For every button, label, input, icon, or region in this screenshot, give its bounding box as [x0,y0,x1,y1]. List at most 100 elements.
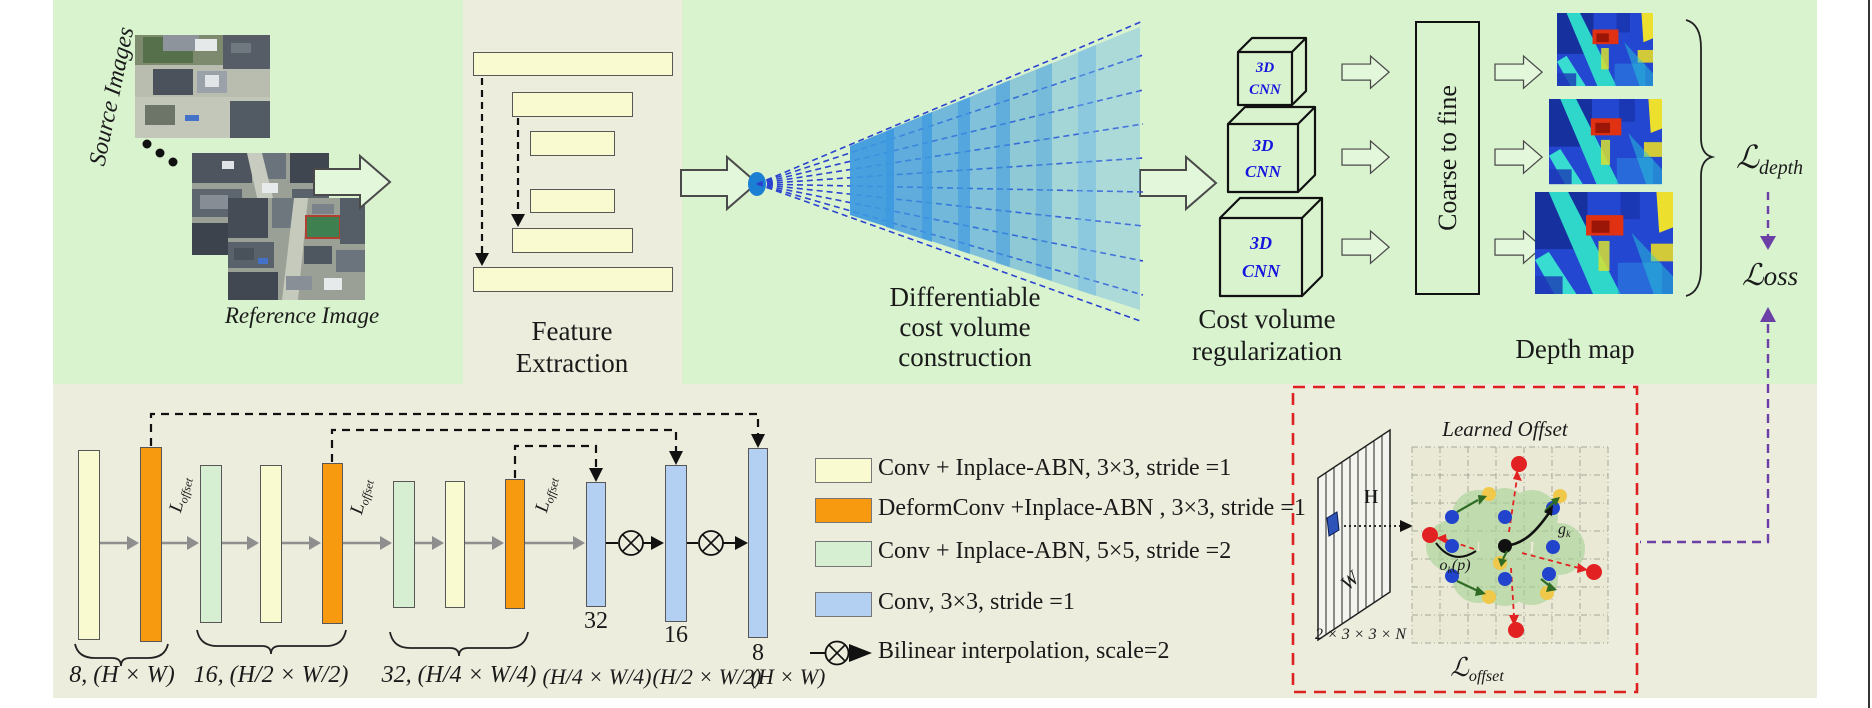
depth-map-2 [1549,99,1662,185]
legend-swatch-deformconv [815,498,872,523]
net-bar-out16 [665,465,687,622]
fe-bar-1 [473,52,673,76]
learned-offset-title: Learned Offset [1442,417,1568,441]
group2-dims-label: 16, (H/2 × W/2) [193,662,349,688]
feature-skip-arrows [480,78,520,253]
scale2-label: (H/2 × W/2) [652,664,762,689]
regularization-label-line2: regularization [1192,336,1342,366]
cnn-cube-3 [1218,196,1324,298]
group3-dims-label: 32, (H/4 × W/4) [381,662,537,688]
fe-bar-6 [473,267,673,292]
arrow-cnn1-to-ctf-icon [1341,55,1390,89]
arrow-features-to-costvolume-icon [680,156,758,210]
legend-swatch-conv-plain [815,592,872,617]
arrow-costvolume-to-regularization-icon [1139,156,1217,210]
coarse-to-fine-box: Coarse to fine [1415,21,1480,295]
far-offset-dots [1422,456,1602,638]
cnn2-label: 3D CNN [1228,133,1298,185]
cost-volume-label-line1: Differentiable [889,282,1041,312]
gk-vec-label: gk [1558,521,1570,540]
pixel-marker-icon [1326,511,1340,537]
arrow-ctf-to-map1-icon [1494,55,1543,89]
arrow-ctf-to-map2-icon [1494,140,1543,174]
net-bar-down1 [200,465,222,623]
fe-bar-2 [512,92,633,117]
cost-volume-frustum [748,20,1144,323]
depth-map-1 [1557,13,1653,86]
legend-swatch-conv3x3 [815,458,872,483]
arrow-cnn3-to-ctf-icon [1341,230,1390,264]
gk-sub: k [1566,528,1571,540]
coarse-to-fine-label: Coarse to fine [1432,85,1462,231]
loss-rest: oss [1763,261,1799,291]
legend-label-4: Conv, 3×3, stride =1 [878,589,1075,615]
net-bar-deform2 [322,463,343,624]
gk-vector [1504,512,1551,548]
h-dim-label: H [1364,486,1379,508]
ok-rest: (p) [1451,557,1471,574]
l-offset-big-sub: offset [1468,667,1504,685]
scale3-label: (H × W) [750,664,826,689]
l-offset-big-label: ℒoffset [1402,653,1552,686]
gk-main: g [1558,521,1566,538]
cnn3-label: 3D CNN [1220,229,1302,285]
offset-grid [1411,446,1609,644]
offset-loss-box [1291,385,1639,694]
bilinear-connector-2 [687,530,735,556]
arrow-cnn2-to-ctf-icon [1341,140,1390,174]
red-offset-arrows [1443,477,1580,617]
net-bar-down2 [393,481,415,608]
net-bar-conv1 [78,450,100,640]
legend-label-1: Conv + Inplace-ABN, 3×3, stride =1 [878,455,1232,481]
cnn3-line2: CNN [1241,261,1280,281]
net-bar-out32 [586,482,606,607]
bar-flow-arrowheads [127,536,585,550]
cnn1-line1: 3D [1255,60,1275,76]
ok-p-label: ok(p) [1415,557,1495,576]
cnn1-label: 3D CNN [1238,57,1292,101]
cnn-cube-2 [1226,105,1317,194]
net-bar-conv3 [445,481,465,608]
bilinear-connector-1 [606,530,651,556]
loss-arrows [1640,192,1776,544]
ellipsis-dots-icon [142,139,178,167]
out32-label: 32 [584,608,608,634]
reference-image [227,197,366,301]
l-depth-sub: depth [1759,156,1804,179]
depth-maps-brace [1685,19,1716,297]
tensor-dims-label: 2 × 3 × 3 × N [1314,626,1407,643]
fe-bar-5 [512,228,633,253]
out16-label: 16 [664,622,688,648]
cnn3-line1: 3D [1250,233,1272,253]
window-right-edge [1868,0,1870,708]
feature-extraction-label-line1: Feature [531,316,613,346]
legend-swatch-conv5x5 [815,541,872,567]
net-bar-deform1 [140,447,162,642]
regularization-label-line1: Cost volume [1198,304,1336,334]
cnn1-line2: CNN [1249,82,1281,98]
cost-volume-label-line2: cost volume [899,312,1031,342]
offset-skip-routes [149,412,760,478]
depth-map-3 [1535,192,1673,294]
bilinear-legend-icon [810,640,850,666]
out8-label: 8 [752,640,764,666]
cost-volume-label-line3: construction [898,342,1032,372]
net-bar-deform3 [505,479,525,609]
fe-bar-4 [530,189,615,213]
depth-map-label: Depth map [1515,334,1635,364]
l-depth-symbol: ℒ [1736,138,1760,176]
loss-symbol: ℒ [1742,258,1764,293]
cnn2-line2: CNN [1245,162,1281,181]
l-depth-label: ℒdepth [1736,138,1803,180]
source-image-1 [135,35,270,138]
cnn-cube-1 [1236,36,1308,107]
reference-image-label: Reference Image [224,303,380,328]
net-bar-conv2 [260,465,282,623]
cnn2-line1: 3D [1252,136,1274,155]
loss-label: ℒoss [1742,258,1798,293]
group1-dims-label: 8, (H × W) [69,662,175,688]
ok-brace [1435,542,1477,558]
scale1-label: (H/4 × W/4) [542,664,652,689]
